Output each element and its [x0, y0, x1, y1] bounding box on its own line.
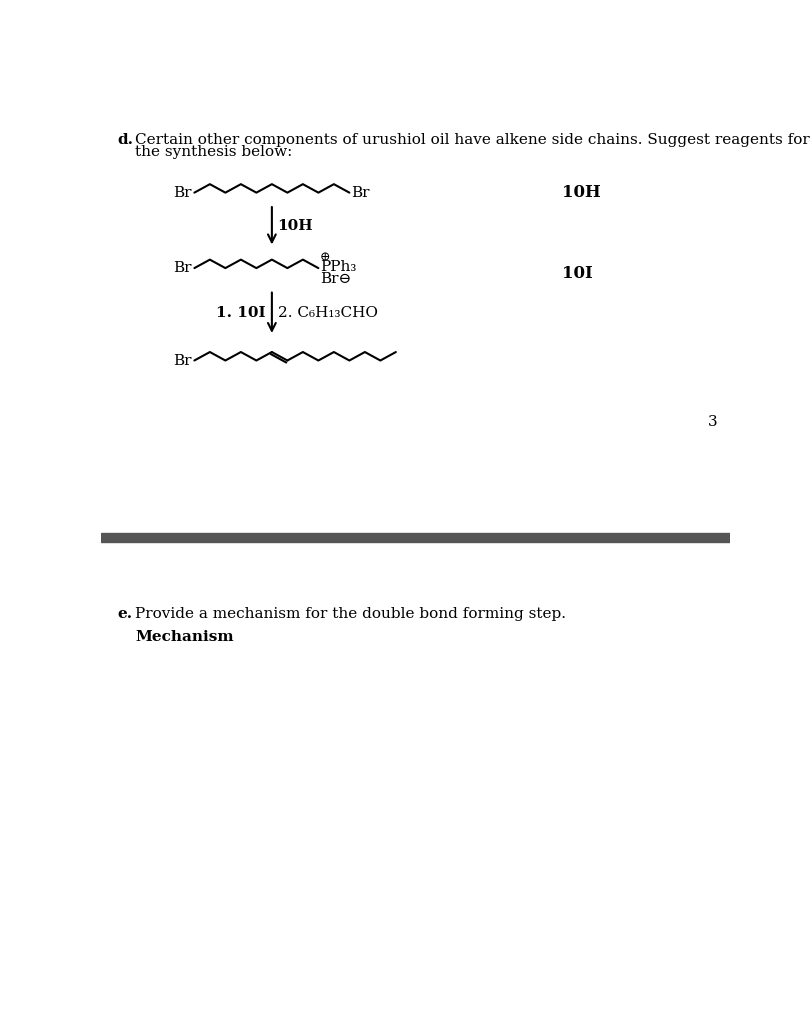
- Text: 10H: 10H: [563, 184, 601, 201]
- Text: the synthesis below:: the synthesis below:: [135, 145, 293, 159]
- Text: e.: e.: [117, 607, 132, 621]
- Text: PPh₃: PPh₃: [320, 260, 356, 274]
- Text: Br: Br: [174, 186, 192, 200]
- Text: Br⊖: Br⊖: [320, 272, 351, 286]
- Text: 10I: 10I: [563, 265, 594, 282]
- Text: d.: d.: [117, 133, 133, 146]
- Text: Mechanism: Mechanism: [135, 630, 234, 644]
- Text: ⊕: ⊕: [320, 252, 330, 265]
- Text: Certain other components of urushiol oil have alkene side chains. Suggest reagen: Certain other components of urushiol oil…: [135, 133, 810, 146]
- Text: Br: Br: [351, 186, 370, 200]
- Text: Br: Br: [174, 261, 192, 275]
- Text: Provide a mechanism for the double bond forming step.: Provide a mechanism for the double bond …: [135, 607, 566, 621]
- Text: 3: 3: [708, 415, 718, 429]
- Text: Br: Br: [174, 353, 192, 367]
- Text: 10H: 10H: [277, 219, 313, 232]
- Text: 1. 10I: 1. 10I: [216, 306, 266, 320]
- Text: 2. C₆H₁₃CHO: 2. C₆H₁₃CHO: [278, 306, 378, 320]
- Bar: [101, 533, 730, 542]
